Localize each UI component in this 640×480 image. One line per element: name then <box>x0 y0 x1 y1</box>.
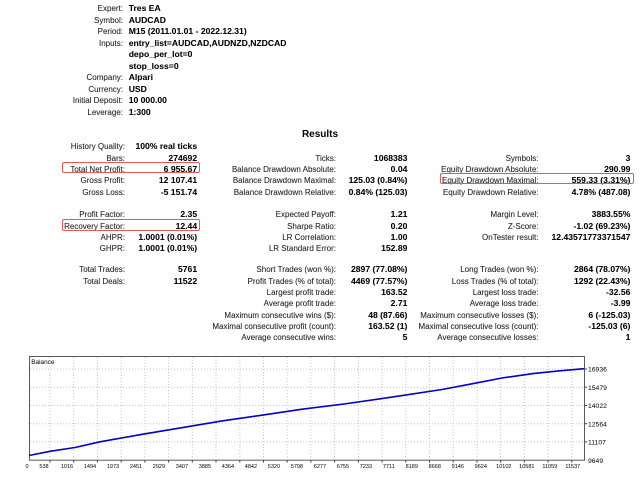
svg-text:9624: 9624 <box>475 464 487 470</box>
svg-text:2929: 2929 <box>153 464 165 470</box>
svg-text:9649: 9649 <box>588 458 603 465</box>
svg-text:14022: 14022 <box>588 403 607 410</box>
svg-text:15479: 15479 <box>588 385 607 392</box>
svg-text:2451: 2451 <box>130 464 142 470</box>
svg-text:3407: 3407 <box>176 464 188 470</box>
svg-text:9146: 9146 <box>452 464 464 470</box>
svg-text:11107: 11107 <box>588 440 606 447</box>
svg-text:1494: 1494 <box>84 464 96 470</box>
svg-text:16936: 16936 <box>588 367 607 374</box>
svg-text:Balance: Balance <box>31 359 55 366</box>
svg-text:538: 538 <box>39 464 48 470</box>
svg-text:0: 0 <box>25 464 28 470</box>
svg-text:6755: 6755 <box>337 464 349 470</box>
svg-text:7233: 7233 <box>360 464 372 470</box>
svg-text:12564: 12564 <box>588 421 607 428</box>
svg-text:4364: 4364 <box>222 464 234 470</box>
svg-text:3885: 3885 <box>199 464 211 470</box>
svg-text:11059: 11059 <box>542 464 557 470</box>
svg-text:7711: 7711 <box>383 464 395 470</box>
svg-text:8189: 8189 <box>406 464 418 470</box>
svg-text:5320: 5320 <box>268 464 280 470</box>
svg-text:10581: 10581 <box>519 464 534 470</box>
svg-text:11537: 11537 <box>565 464 580 470</box>
svg-text:6277: 6277 <box>314 464 326 470</box>
svg-text:5798: 5798 <box>291 464 303 470</box>
svg-text:8668: 8668 <box>429 464 441 470</box>
svg-text:1016: 1016 <box>61 464 73 470</box>
svg-text:4842: 4842 <box>245 464 257 470</box>
svg-text:10102: 10102 <box>496 464 511 470</box>
svg-text:1973: 1973 <box>107 464 119 470</box>
